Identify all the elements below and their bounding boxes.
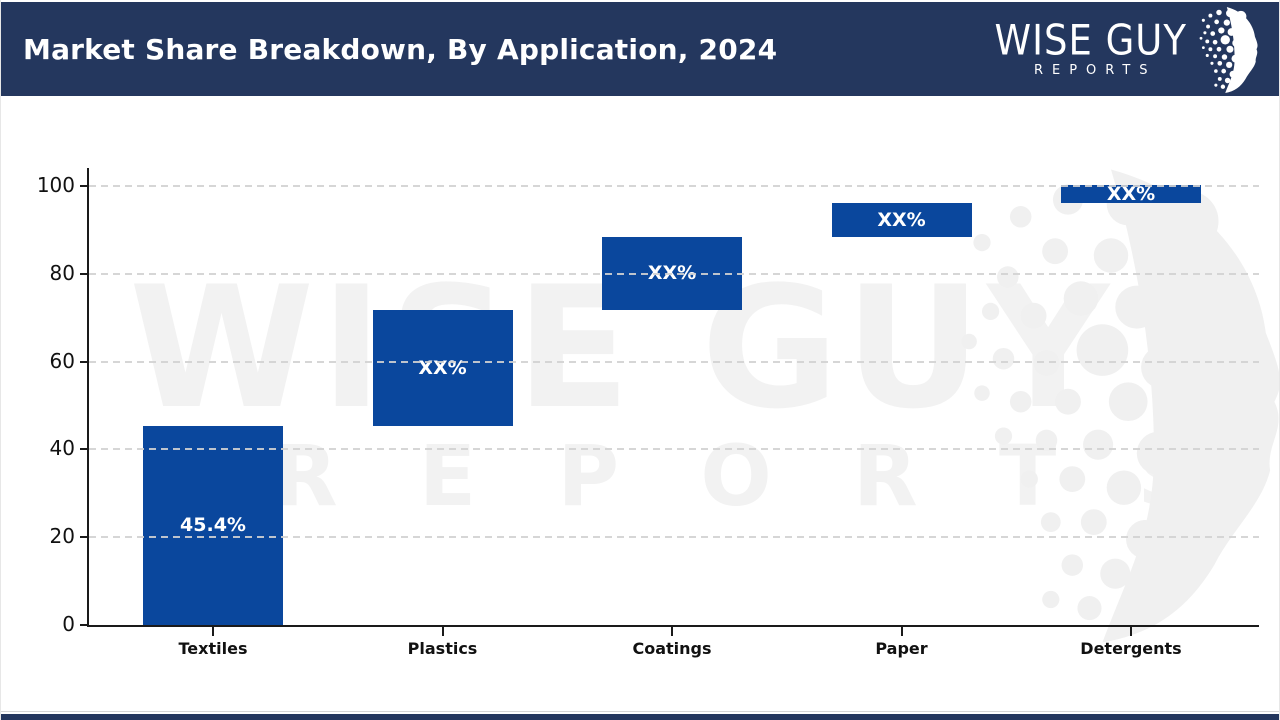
watermark-head-icon: [961, 169, 1279, 643]
x-tick-detergents: [1130, 627, 1132, 636]
x-tick-textiles: [212, 627, 214, 636]
y-tick-label: 60: [49, 348, 75, 373]
footer-hairline: [1, 711, 1279, 712]
y-tick-100: [80, 185, 88, 187]
y-tick-40: [80, 448, 88, 451]
bar-plastics: XX%: [372, 309, 513, 426]
y-tick-80: [80, 272, 88, 275]
footer-band: [1, 714, 1279, 720]
wiseguy-logo: WISE GUY REPORTS: [995, 6, 1265, 94]
gridline-60: [89, 360, 1259, 363]
logo-text: WISE GUY REPORTS: [994, 16, 1187, 78]
x-tick-label-plastics: Plastics: [407, 639, 478, 658]
bar-value-label: XX%: [1106, 182, 1156, 205]
x-tick-coatings: [671, 627, 673, 636]
logo-wordmark: WISE GUY: [994, 16, 1187, 65]
y-tick-0: [80, 624, 88, 626]
y-tick-label: 20: [49, 524, 75, 549]
y-axis-spine: [87, 168, 89, 627]
y-tick-60: [80, 360, 88, 363]
x-axis-spine: [87, 625, 1259, 627]
y-tick-20: [80, 536, 88, 539]
waterfall-chart: WISE GUY R E P O R T S 45.4% XX% XX% XX% XX%…: [1, 96, 1279, 710]
header-band: Market Share Breakdown, By Application, …: [1, 2, 1279, 96]
x-tick-label-coatings: Coatings: [632, 639, 712, 658]
y-tick-label: 0: [62, 612, 75, 636]
chart-title: Market Share Breakdown, By Application, …: [23, 32, 778, 66]
gridline-80: [89, 272, 1259, 275]
x-tick-label-detergents: Detergents: [1080, 639, 1182, 658]
x-tick-plastics: [441, 627, 444, 636]
x-tick-label-paper: Paper: [875, 639, 928, 658]
y-tick-label: 80: [49, 260, 75, 285]
bar-value-label: 45.4%: [180, 514, 246, 537]
gridline-100: [89, 185, 1259, 187]
bar-value-label: XX%: [877, 209, 926, 231]
y-tick-label: 40: [49, 436, 75, 461]
y-tick-label: 100: [36, 173, 75, 197]
bar-paper: XX%: [831, 203, 972, 237]
bar-textiles: 45.4%: [143, 425, 283, 625]
gridline-20: [89, 536, 1259, 539]
x-tick-paper: [900, 627, 903, 636]
x-tick-label-textiles: Textiles: [178, 639, 248, 658]
bar-detergents: XX%: [1061, 182, 1201, 205]
logo-subtitle: REPORTS: [1033, 63, 1157, 78]
gridline-40: [89, 448, 1259, 451]
